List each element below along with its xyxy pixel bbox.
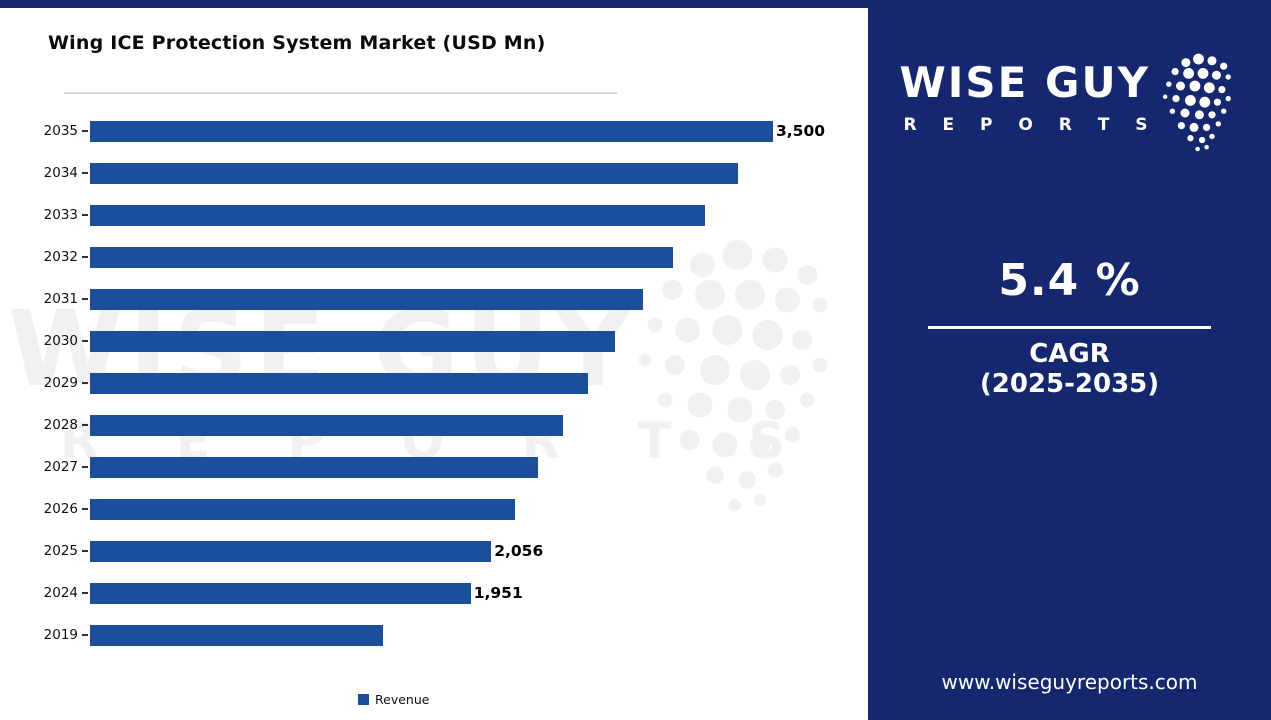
bar-value-label: 3,500 xyxy=(776,122,826,140)
website-url[interactable]: www.wiseguyreports.com xyxy=(941,670,1198,694)
y-axis-tick-label: 2019 xyxy=(43,627,78,643)
revenue-bar[interactable] xyxy=(90,540,492,562)
cagr-label-line1: CAGR xyxy=(1029,339,1110,369)
bar-value-label: 1,951 xyxy=(473,584,523,602)
legend-swatch xyxy=(358,694,369,705)
axis-tick xyxy=(82,592,88,594)
cagr-label: CAGR (2025-2035) xyxy=(868,339,1271,400)
y-axis-tick-label: 2026 xyxy=(43,501,78,517)
chart-panel: WISE GUY R E P O R T S Wing ICE Protecti… xyxy=(0,0,868,707)
cagr-label-line2: (2025-2035) xyxy=(979,368,1160,399)
axis-tick xyxy=(82,634,88,636)
axis-tick xyxy=(82,550,88,552)
right-panel: WISE GUY R E P O R T S 5.4 % CAGR (2025-… xyxy=(868,0,1271,720)
revenue-bar[interactable] xyxy=(90,204,705,226)
y-axis-tick-label: 2027 xyxy=(43,459,78,475)
title-divider xyxy=(64,92,617,94)
bar-row: 2032 xyxy=(32,236,825,278)
revenue-bar[interactable] xyxy=(90,456,539,478)
bar-row: 2031 xyxy=(32,278,825,320)
bar-row: 2026 xyxy=(32,488,825,530)
cagr-value: 5.4 % xyxy=(998,255,1141,306)
axis-tick xyxy=(82,256,88,258)
y-axis-tick-label: 2030 xyxy=(43,333,78,349)
bar-row: 2024 1,951 xyxy=(32,572,825,614)
logo-text-reports: R E P O R T S xyxy=(903,115,1158,135)
logo-text: WISE GUY R E P O R T S xyxy=(899,58,1157,135)
revenue-bar[interactable] xyxy=(90,414,563,436)
y-axis-tick-label: 2028 xyxy=(43,417,78,433)
y-axis-tick-label: 2035 xyxy=(43,123,78,139)
bar-row: 2029 xyxy=(32,362,825,404)
bar-row: 2034 xyxy=(32,152,825,194)
logo-text-wise-guy: WISE GUY xyxy=(899,58,1150,107)
bar-row: 2033 xyxy=(32,194,825,236)
bar-row: 2027 xyxy=(32,446,825,488)
y-axis-tick-label: 2033 xyxy=(43,207,78,223)
revenue-bar[interactable] xyxy=(90,162,739,184)
axis-tick xyxy=(82,466,88,468)
bar-value-label: 2,056 xyxy=(494,542,544,560)
revenue-bar[interactable] xyxy=(90,288,644,310)
watermark-head-icon xyxy=(638,240,828,512)
bar-row: 2035 3,500 xyxy=(32,110,825,152)
axis-tick xyxy=(82,214,88,216)
revenue-bar[interactable] xyxy=(90,330,616,352)
y-axis-tick-label: 2029 xyxy=(43,375,78,391)
revenue-bar[interactable] xyxy=(90,372,589,394)
bar-row: 2025 2,056 xyxy=(32,530,825,572)
bar-row: 2030 xyxy=(32,320,825,362)
legend-label: Revenue xyxy=(375,692,430,707)
brand-logo: WISE GUY R E P O R T S xyxy=(868,50,1271,158)
y-axis-tick-label: 2034 xyxy=(43,165,78,181)
axis-tick xyxy=(82,382,88,384)
bar-row: 2019 xyxy=(32,614,825,656)
axis-tick xyxy=(82,298,88,300)
logo-head-icon xyxy=(1162,53,1231,152)
cagr-divider xyxy=(928,326,1211,329)
y-axis-tick-label: 2025 xyxy=(43,543,78,559)
revenue-bar[interactable] xyxy=(90,624,383,646)
y-axis-tick-label: 2032 xyxy=(43,249,78,265)
axis-tick xyxy=(82,172,88,174)
y-axis-tick-label: 2024 xyxy=(43,585,78,601)
axis-tick xyxy=(82,424,88,426)
axis-tick xyxy=(82,340,88,342)
revenue-bar[interactable] xyxy=(90,120,773,142)
legend[interactable]: Revenue xyxy=(358,692,429,707)
y-axis-tick-label: 2031 xyxy=(43,291,78,307)
revenue-bar[interactable] xyxy=(90,246,674,268)
axis-tick xyxy=(82,508,88,510)
revenue-bar[interactable] xyxy=(90,582,471,604)
revenue-bar[interactable] xyxy=(90,498,516,520)
axis-tick xyxy=(82,130,88,132)
top-accent-strip xyxy=(0,0,868,8)
bar-row: 2028 xyxy=(32,404,825,446)
chart-title: Wing ICE Protection System Market (USD M… xyxy=(48,32,546,54)
bars-container: 2035 3,500 2034 2033 2032 2031 2030 2029 2028 202… xyxy=(32,110,825,656)
